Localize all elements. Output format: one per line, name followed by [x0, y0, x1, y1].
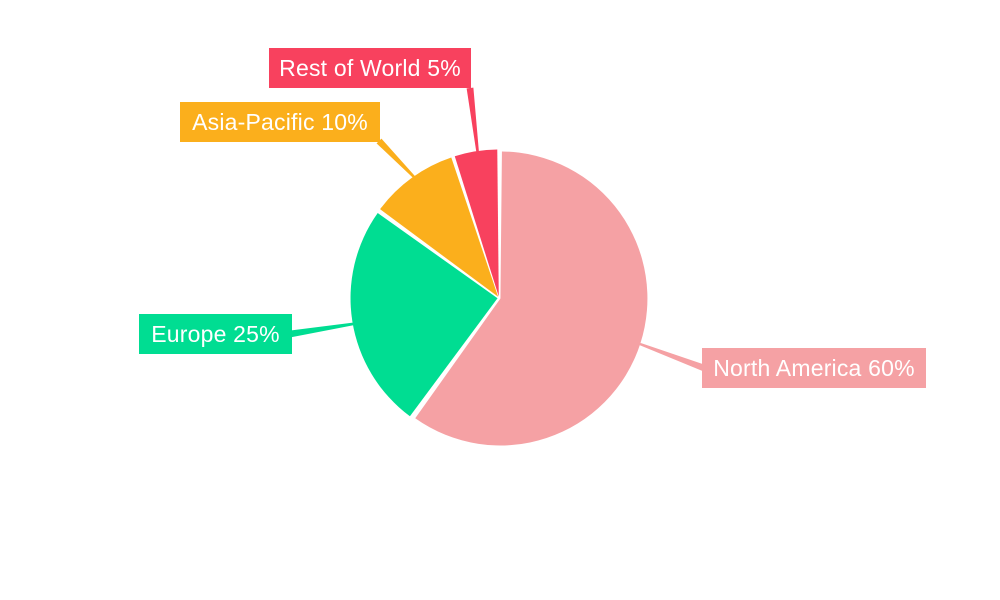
- pie-slice[interactable]: [415, 151, 648, 446]
- pie-label-rest-of-world[interactable]: Rest of World 5%: [269, 48, 471, 88]
- pie-leader-line: [466, 87, 480, 156]
- pie-slice[interactable]: [380, 157, 499, 297]
- pie-label-europe[interactable]: Europe 25%: [139, 314, 292, 354]
- pie-label-north-america[interactable]: North America 60%: [702, 348, 926, 388]
- pie-leader-line: [289, 321, 360, 338]
- pie-leader-line: [639, 342, 706, 372]
- pie-slice[interactable]: [454, 149, 499, 297]
- leader-lines: [289, 87, 706, 372]
- pie-leader-line: [376, 138, 416, 179]
- pie-label-asia-pacific[interactable]: Asia-Pacific 10%: [180, 102, 380, 142]
- pie-slice[interactable]: [350, 213, 498, 417]
- pie-slices: [350, 149, 648, 446]
